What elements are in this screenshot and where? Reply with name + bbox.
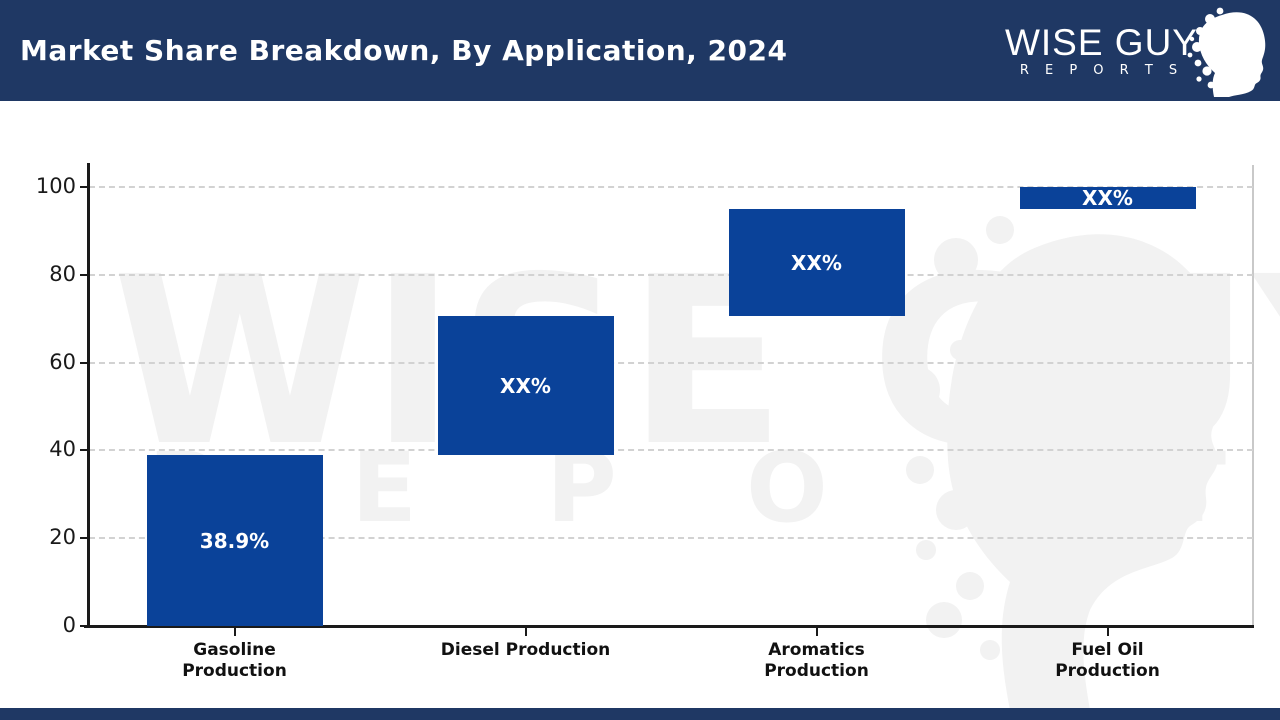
category-label-line: Gasoline [193, 640, 276, 660]
footer-bar [0, 708, 1280, 720]
logo-text: WISE GUY R E P O R T S [1005, 24, 1198, 77]
category-label: Aromatics Production [707, 640, 927, 681]
x-tick-2 [524, 628, 527, 636]
logo-face-icon [1187, 7, 1266, 97]
gridline-80 [89, 273, 1253, 276]
y-tick-80 [80, 273, 89, 276]
category-label-line: Fuel Oil [1071, 640, 1144, 660]
bar-value-label: XX% [1082, 186, 1133, 211]
y-tick-label-0: 0 [62, 613, 76, 637]
gridline-100 [89, 185, 1253, 188]
y-tick-20 [80, 537, 89, 540]
gridline-20 [89, 537, 1253, 540]
x-axis-line [84, 625, 1254, 628]
y-tick-label-60: 60 [49, 349, 76, 374]
y-tick-label-20: 20 [49, 525, 76, 550]
header-bar: Market Share Breakdown, By Application, … [0, 0, 1280, 101]
bar-4: XX% [1019, 186, 1196, 211]
x-tick-4 [1106, 628, 1109, 636]
category-label: Diesel Production [416, 640, 636, 661]
logo-title: WISE GUY [1004, 22, 1198, 63]
watermark-face-icon [892, 216, 1226, 710]
bar-3: XX% [728, 209, 905, 317]
page-title: Market Share Breakdown, By Application, … [20, 34, 788, 67]
gridline-40 [89, 449, 1253, 452]
x-tick-1 [233, 628, 236, 636]
y-tick-40 [80, 449, 89, 452]
y-tick-100 [80, 185, 89, 188]
bar-value-label: 38.9% [199, 528, 270, 553]
category-label-line: Production [1055, 660, 1160, 681]
y-tick-label-80: 80 [49, 261, 76, 286]
wise-guy-logo: WISE GUY R E P O R T S [1005, 5, 1270, 97]
category-label-line: Production [182, 660, 287, 681]
y-tick-label-100: 100 [35, 173, 76, 198]
category-label-line: Production [764, 660, 869, 681]
category-label-line: Diesel Production [440, 640, 611, 660]
gridline-60 [89, 361, 1253, 364]
bar-1: 38.9% [146, 455, 323, 626]
bar-value-label: XX% [791, 250, 842, 275]
bar-2: XX% [437, 316, 614, 456]
plot-right-spine [1252, 165, 1254, 626]
bar-value-label: XX% [500, 373, 551, 398]
category-label: Fuel Oil Production [998, 640, 1218, 681]
y-tick-label-40: 40 [49, 437, 76, 462]
y-tick-0 [80, 625, 89, 627]
logo-subtitle: R E P O R T S [1019, 63, 1184, 78]
category-label-line: Aromatics [768, 640, 865, 660]
category-label: Gasoline Production [125, 640, 345, 681]
y-axis-line [87, 163, 90, 628]
y-tick-60 [80, 361, 89, 364]
x-tick-3 [815, 628, 818, 636]
